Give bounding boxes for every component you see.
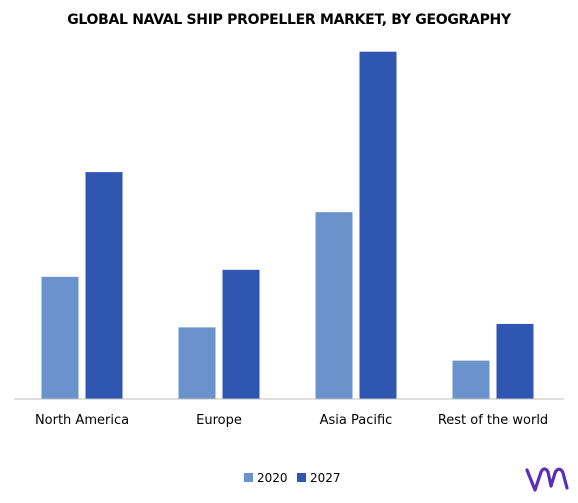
category-label: Asia Pacific [320, 413, 393, 428]
legend-label-2020: 2020 [257, 471, 288, 485]
category-label: North America [35, 413, 129, 428]
chart-title: GLOBAL NAVAL SHIP PROPELLER MARKET, BY G… [67, 12, 511, 28]
bar-2020-asia-pacific [315, 212, 353, 399]
legend-label-2027: 2027 [310, 471, 341, 485]
bars-layer [41, 51, 534, 399]
bar-2027-europe [222, 269, 260, 399]
category-labels: North America Europe Asia Pacific Rest of t… [35, 413, 548, 428]
bar-2020-europe [178, 327, 216, 399]
bar-2027-rest-of-the-world [496, 323, 534, 399]
bar-2020-north-america [41, 276, 79, 399]
bar-2027-north-america [85, 172, 123, 399]
bar-2020-rest-of-the-world [452, 360, 490, 399]
category-label: Rest of the world [438, 413, 548, 428]
vmr-logo-icon [525, 467, 569, 492]
legend-swatch-2020 [244, 473, 253, 482]
legend-swatch-2027 [297, 473, 306, 482]
bar-2027-asia-pacific [359, 51, 397, 399]
legend: 2020 2027 [244, 471, 341, 485]
category-label: Europe [196, 413, 242, 428]
